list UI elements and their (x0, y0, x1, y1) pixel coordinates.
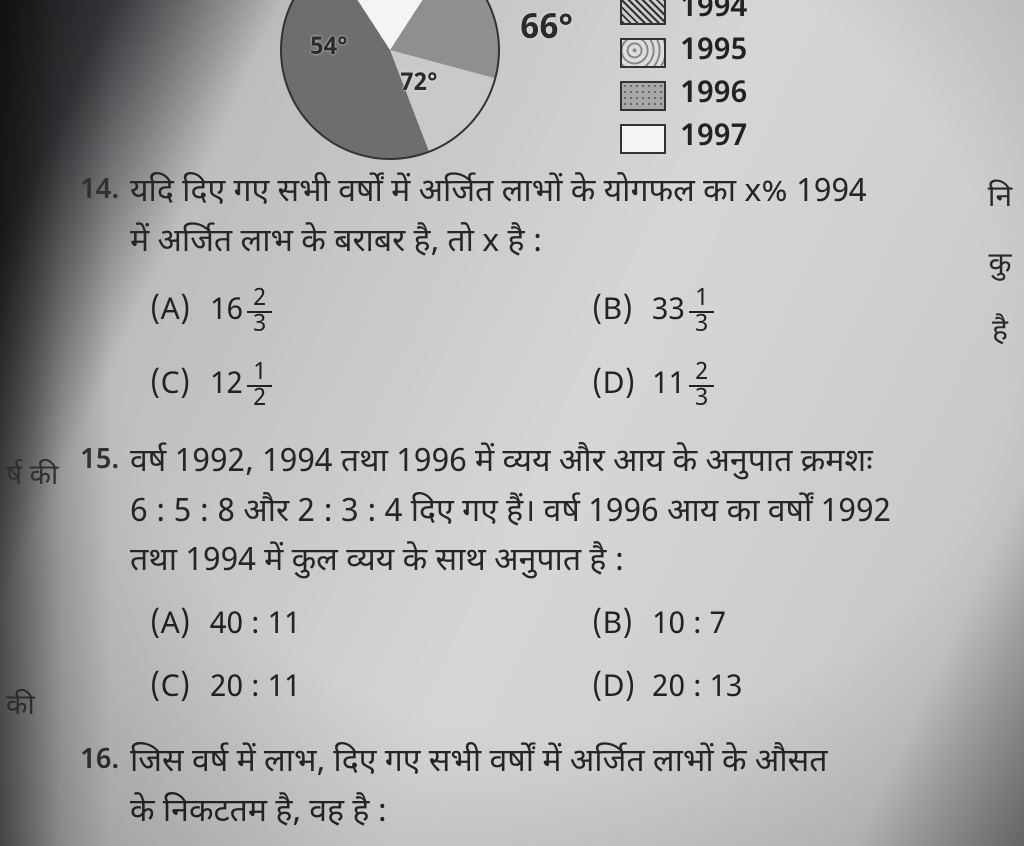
margin-left-text-1: र्ष की (6, 460, 58, 496)
q16-line1: जिस वर्ष में लाभ, दिए गए सभी वर्षों में … (130, 743, 827, 785)
q14-text: यदि दिए गए सभी वर्षों में अर्जित लाभों क… (90, 170, 994, 269)
q14-d-value: 11 2 3 (652, 361, 716, 411)
q14-b-label: (B) (592, 293, 640, 332)
legend: 1994 1995 1996 1997 (620, 0, 747, 158)
margin-left-text-2: की (6, 690, 35, 726)
legend-swatch-1994 (620, 0, 666, 25)
q15-option-a: (A) 40 : 11 (150, 607, 552, 646)
q15-d-value: 20 : 13 (652, 670, 743, 709)
q15-option-c: (C) 20 : 11 (150, 670, 552, 709)
q15-text: वर्ष 1992, 1994 तथा 1996 में व्यय और आय … (90, 440, 994, 589)
q15-d-label: (D) (592, 670, 640, 709)
q16-text: जिस वर्ष में लाभ, दिए गए सभी वर्षों में … (90, 740, 994, 839)
q14-a-value: 16 2 3 (210, 287, 274, 337)
q14-option-d: (D) 11 2 3 (592, 361, 994, 411)
q15-a-value: 40 : 11 (210, 607, 301, 646)
q15-line1: वर्ष 1992, 1994 तथा 1996 में व्यय और आय … (130, 443, 873, 485)
q14-options: (A) 16 2 3 (B) 33 1 3 (90, 287, 994, 411)
q14-option-a: (A) 16 2 3 (150, 287, 552, 337)
q14-a-whole: 16 (210, 293, 243, 332)
q14-d-frac: 2 3 (689, 361, 714, 411)
q14-line1: यदि दिए गए सभी वर्षों में अर्जित लाभों क… (130, 173, 867, 215)
q16-number: 16. (80, 744, 119, 780)
q14-c-frac: 1 2 (247, 361, 272, 411)
legend-swatch-1996 (620, 81, 666, 111)
q15-line3: तथा 1994 में कुल व्यय के साथ अनुपात है : (130, 542, 624, 584)
q14-option-b: (B) 33 1 3 (592, 287, 994, 337)
legend-year-1997: 1997 (680, 119, 747, 158)
q14-d-label: (D) (592, 367, 640, 406)
legend-row-1995: 1995 (620, 33, 747, 72)
q15-option-d: (D) 20 : 13 (592, 670, 994, 709)
q15-a-label: (A) (150, 607, 198, 646)
q14-a-frac: 2 3 (247, 287, 272, 337)
q15-number: 15. (80, 444, 119, 480)
q15-option-b: (B) 10 : 7 (592, 607, 994, 646)
q14-c-den: 2 (247, 387, 272, 411)
q14-d-whole: 11 (652, 367, 685, 406)
q15-c-value: 20 : 11 (210, 670, 301, 709)
right-frag-2: कु (988, 247, 1011, 286)
q15-b-label: (B) (592, 607, 640, 646)
legend-year-1995: 1995 (680, 33, 747, 72)
q15-b-value: 10 : 7 (652, 607, 726, 646)
legend-row-1997: 1997 (620, 119, 747, 158)
right-frag-1: नि (988, 180, 1012, 219)
question-15: 15. वर्ष 1992, 1994 तथा 1996 में व्यय और… (90, 440, 994, 709)
q14-a-den: 3 (247, 313, 272, 337)
q15-c-label: (C) (150, 670, 198, 709)
q14-b-whole: 33 (652, 293, 685, 332)
q14-option-c: (C) 12 1 2 (150, 361, 552, 411)
q14-b-den: 3 (689, 313, 714, 337)
pie-label-66: 66° (520, 8, 573, 52)
legend-year-1996: 1996 (680, 76, 747, 115)
q14-b-frac: 1 3 (689, 287, 714, 337)
pie-label-72: 72° (400, 68, 437, 100)
right-edge-fragments: नि कु है (980, 180, 1020, 480)
pie-label-54: 54° (310, 32, 347, 64)
pie-body (280, 0, 500, 160)
q14-a-label: (A) (150, 293, 198, 332)
q14-b-value: 33 1 3 (652, 287, 716, 337)
q14-c-label: (C) (150, 367, 198, 406)
right-frag-3: है (992, 314, 1008, 353)
question-16: 16. जिस वर्ष में लाभ, दिए गए सभी वर्षों … (90, 740, 994, 839)
q15-line2: 6 : 5 : 8 और 2 : 3 : 4 दिए गए हैं। वर्ष … (130, 493, 891, 535)
q14-d-den: 3 (689, 387, 714, 411)
pie-chart: 72° 54° (280, 0, 500, 160)
question-14: 14. यदि दिए गए सभी वर्षों में अर्जित लाभ… (90, 170, 994, 411)
legend-swatch-1995 (620, 38, 666, 68)
q14-number: 14. (80, 174, 119, 210)
legend-row-1996: 1996 (620, 76, 747, 115)
q14-line2: में अर्जित लाभ के बराबर है, तो x है : (130, 223, 542, 265)
legend-swatch-1997 (620, 124, 666, 154)
q16-line2: के निकटतम है, वह है : (130, 793, 387, 835)
page: 72° 54° 66° 1994 1995 1996 1997 14. (0, 0, 1024, 846)
q14-c-whole: 12 (210, 367, 243, 406)
chart-row: 72° 54° 66° 1994 1995 1996 1997 (260, 0, 900, 160)
legend-year-1994: 1994 (680, 0, 747, 29)
q15-options: (A) 40 : 11 (B) 10 : 7 (C) 20 : 11 (D) 2… (90, 607, 994, 709)
q14-c-value: 12 1 2 (210, 361, 274, 411)
legend-row-1994: 1994 (620, 0, 747, 29)
